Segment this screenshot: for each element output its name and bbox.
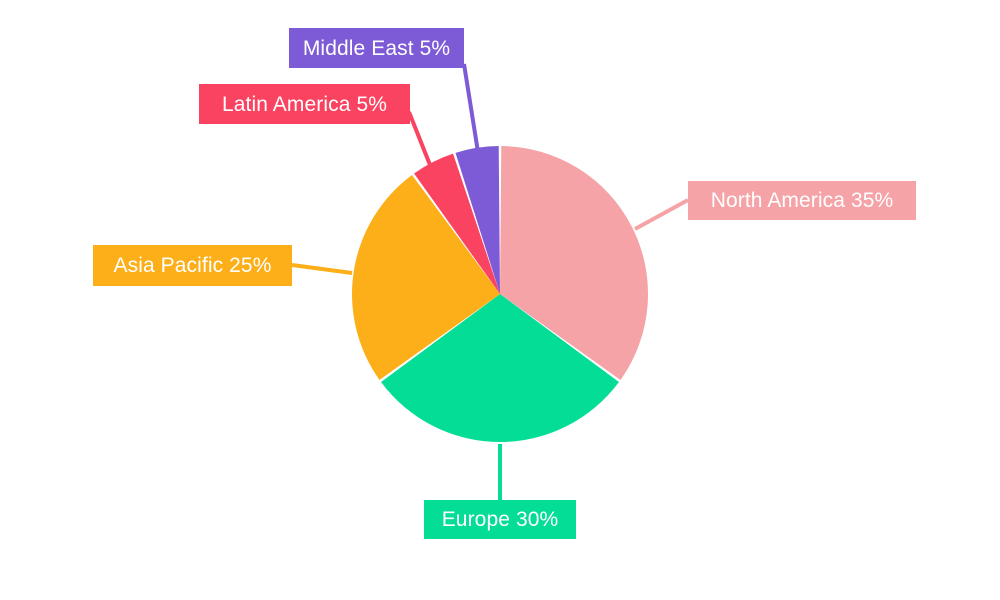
leader-line-middle-east — [462, 63, 480, 153]
pie-label-europe: Europe 30% — [424, 500, 576, 539]
pie-label-text-north-america: North America 35% — [710, 189, 894, 212]
pie-slices-group — [352, 146, 648, 442]
pie-label-text-europe: Europe 30% — [441, 508, 559, 531]
pie-slice-latin-america[interactable] — [414, 153, 500, 294]
pie-label-asia-pacific: Asia Pacific 25% — [93, 245, 292, 286]
pie-label-latin-america: Latin America 5% — [199, 84, 410, 124]
pie-slice-asia-pacific[interactable] — [352, 175, 500, 380]
pie-slice-north-america[interactable] — [500, 146, 648, 380]
pie-label-text-latin-america: Latin America 5% — [221, 92, 388, 116]
pie-slice-middle-east[interactable] — [455, 146, 501, 294]
pie-label-text-asia-pacific: Asia Pacific 25% — [113, 254, 272, 277]
pie-label-text-middle-east: Middle East 5% — [302, 36, 451, 60]
pie-label-middle-east: Middle East 5% — [289, 28, 464, 68]
leader-line-north-america — [634, 198, 689, 231]
leader-line-asia-pacific — [291, 263, 353, 275]
pie-slice-europe[interactable] — [381, 294, 619, 442]
pie-label-north-america: North America 35% — [688, 181, 916, 220]
